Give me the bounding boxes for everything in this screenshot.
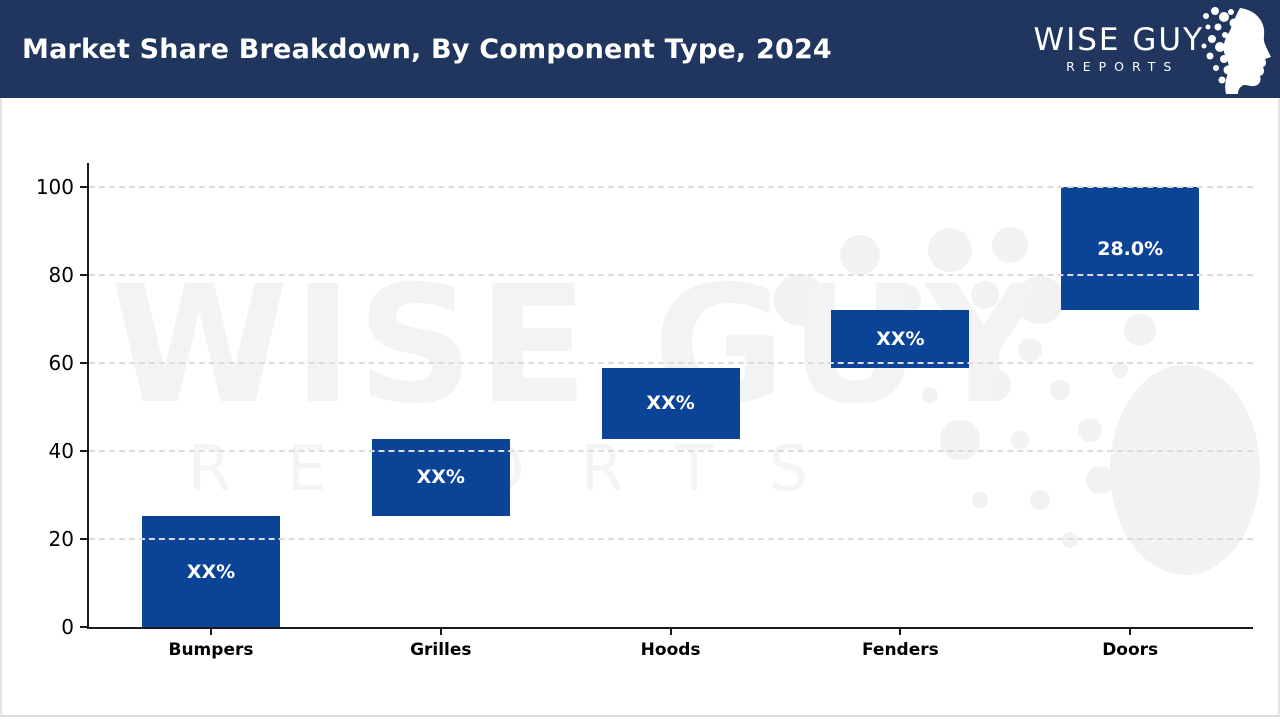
x-category-label: Grilles bbox=[410, 640, 472, 660]
bar-value-label: 28.0% bbox=[1097, 237, 1164, 260]
gridline-80 bbox=[89, 274, 1253, 276]
dotted-face-icon bbox=[1201, 7, 1271, 94]
y-tick bbox=[80, 274, 89, 276]
bar-value-label: XX% bbox=[876, 328, 925, 350]
x-tick bbox=[1129, 628, 1132, 635]
x-tick bbox=[439, 628, 442, 635]
x-tick bbox=[899, 628, 902, 635]
logo-subtitle: REPORTS bbox=[1066, 58, 1180, 74]
gridline-20 bbox=[89, 538, 1253, 540]
y-tick-label: 80 bbox=[48, 263, 74, 287]
gridline-60 bbox=[89, 362, 1253, 364]
x-category-label: Fenders bbox=[862, 640, 939, 660]
y-tick bbox=[80, 626, 89, 628]
page-title: Market Share Breakdown, By Component Typ… bbox=[22, 33, 832, 65]
x-tick bbox=[669, 628, 672, 635]
y-tick-label: 60 bbox=[48, 351, 74, 375]
y-tick-label: 20 bbox=[48, 527, 74, 551]
x-axis-line bbox=[87, 627, 1253, 629]
x-category-label: Hoods bbox=[640, 640, 701, 660]
bar-hoods: XX% bbox=[601, 367, 740, 439]
y-tick bbox=[80, 362, 89, 364]
bar-bumpers: XX% bbox=[142, 516, 280, 627]
chart-card: WISE GUY REPORTS XX% Bumpers XX% Grilles XX%… bbox=[0, 98, 1280, 717]
bar-value-label: XX% bbox=[646, 392, 695, 415]
bar-fenders: XX% bbox=[831, 310, 970, 368]
y-tick-label: 40 bbox=[48, 439, 74, 463]
watermark-subtitle: REPORTS bbox=[188, 432, 865, 505]
bar-value-label: XX% bbox=[416, 466, 465, 489]
y-tick-label: 100 bbox=[35, 175, 74, 199]
gridline-100 bbox=[89, 186, 1253, 188]
y-tick bbox=[80, 538, 89, 540]
x-tick bbox=[210, 628, 212, 635]
bar-value-label: XX% bbox=[186, 560, 236, 583]
header-bar: Market Share Breakdown, By Component Typ… bbox=[0, 0, 1280, 98]
wise-guy-reports-logo: WISE GUY REPORTS bbox=[1033, 4, 1272, 94]
y-tick-label: 0 bbox=[61, 615, 74, 639]
bar-doors: 28.0% bbox=[1061, 187, 1200, 311]
logo-text: WISE GUY REPORTS bbox=[1033, 24, 1204, 74]
y-axis-line bbox=[87, 163, 89, 629]
y-tick bbox=[80, 450, 89, 452]
x-category-label: Doors bbox=[1102, 640, 1159, 660]
x-category-label: Bumpers bbox=[168, 640, 254, 660]
gridline-40 bbox=[89, 450, 1253, 452]
y-tick bbox=[80, 186, 89, 188]
logo-wordmark: WISE GUY bbox=[1033, 22, 1204, 59]
